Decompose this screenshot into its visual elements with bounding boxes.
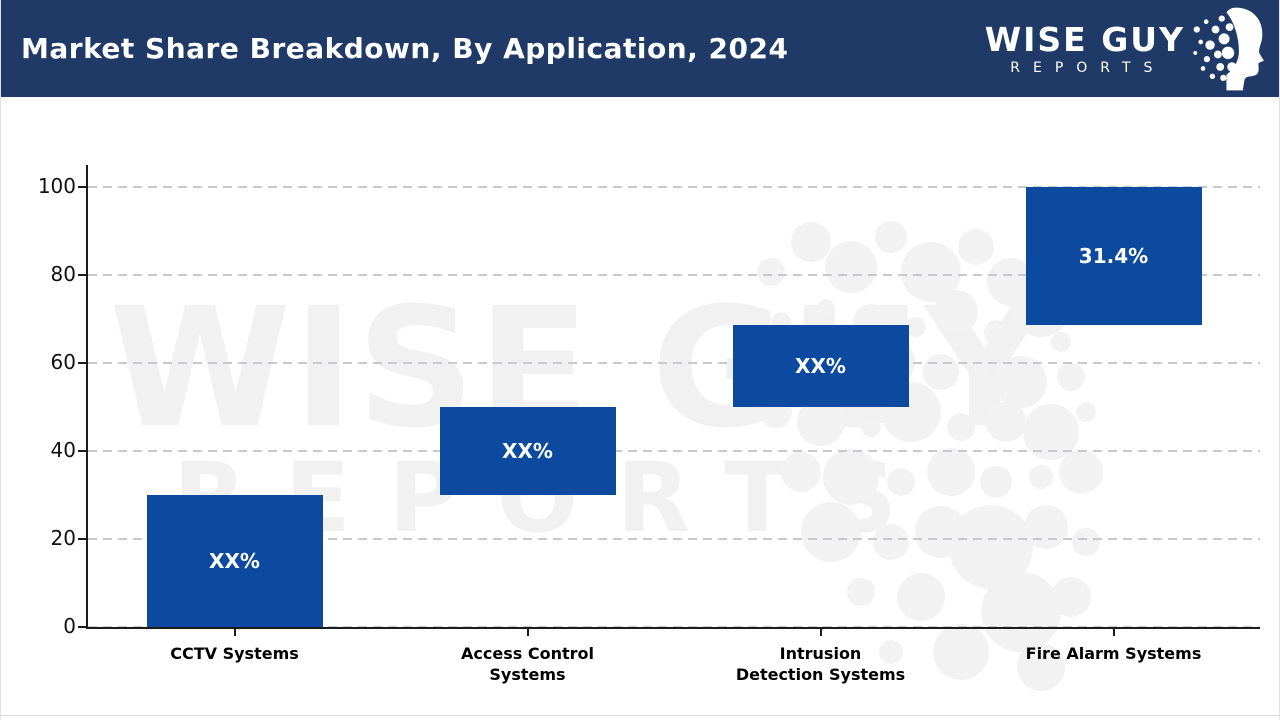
wiseguy-logo: WISE GUY REPORTS: [985, 4, 1267, 94]
gridline-60: [88, 362, 1260, 364]
x-tick: [526, 629, 529, 636]
bar-segment: XX%: [439, 407, 616, 495]
y-tick-100: [78, 186, 86, 188]
logo-wordmark: WISE GUY: [984, 19, 1185, 59]
plot-area: 0 20 40 60 80 100 XX% CCTV Systems XX% Access Con…: [38, 165, 1260, 684]
y-tick-label-40: 40: [50, 438, 76, 462]
chart-area: WISE GUY REPORTS: [1, 97, 1279, 716]
x-tick: [819, 629, 822, 636]
header-banner: Market Share Breakdown, By Application, …: [1, 0, 1279, 97]
category-label-line: Systems: [489, 665, 566, 684]
y-tick-20: [78, 538, 86, 540]
logo-text: WISE GUY REPORTS: [985, 23, 1185, 76]
y-tick-label-80: 80: [50, 262, 76, 286]
logo-subtext: REPORTS: [1010, 59, 1166, 76]
category-label: CCTV Systems: [85, 643, 385, 664]
y-tick-60: [78, 362, 86, 364]
gridline-40: [88, 450, 1260, 452]
category-label-line: Intrusion: [779, 644, 862, 663]
y-tick-0: [78, 626, 86, 628]
watermark-dotted-face-pattern: [757, 221, 1103, 691]
y-tick-label-0: 0: [63, 614, 76, 638]
bar-value-label: XX%: [209, 549, 260, 573]
category-label: Fire Alarm Systems: [964, 643, 1264, 664]
x-tick: [233, 629, 236, 636]
bar-value-label: XX%: [502, 439, 553, 463]
bar-segment: XX%: [146, 495, 323, 627]
y-tick-label-20: 20: [50, 526, 76, 550]
y-tick-40: [78, 450, 86, 452]
x-tick: [1112, 629, 1115, 636]
x-axis-line: [86, 627, 1260, 629]
bottom-divider: [1, 715, 1279, 716]
category-label-line: Fire Alarm Systems: [1025, 644, 1202, 663]
gridline-80: [88, 274, 1260, 276]
category-label: Intrusion Detection Systems: [671, 643, 971, 685]
y-tick-80: [78, 274, 86, 276]
bar-value-label: 31.4%: [1078, 244, 1149, 269]
category-label-line: Access Control: [461, 644, 594, 663]
category-label: Access Control Systems: [378, 643, 678, 685]
y-tick-label-60: 60: [50, 350, 76, 374]
bar-segment: XX%: [732, 325, 909, 407]
chart-title: Market Share Breakdown, By Application, …: [21, 32, 789, 65]
wiseguy-face-icon: [1193, 7, 1264, 91]
bar-segment: 31.4%: [1025, 187, 1202, 326]
category-label-line: CCTV Systems: [170, 644, 299, 663]
gridline-20: [88, 538, 1260, 540]
category-label-line: Detection Systems: [735, 665, 906, 684]
y-axis-line: [86, 165, 88, 629]
bar-value-label: XX%: [795, 354, 846, 379]
gridline-100: [88, 186, 1260, 188]
y-tick-label-100: 100: [37, 174, 76, 198]
